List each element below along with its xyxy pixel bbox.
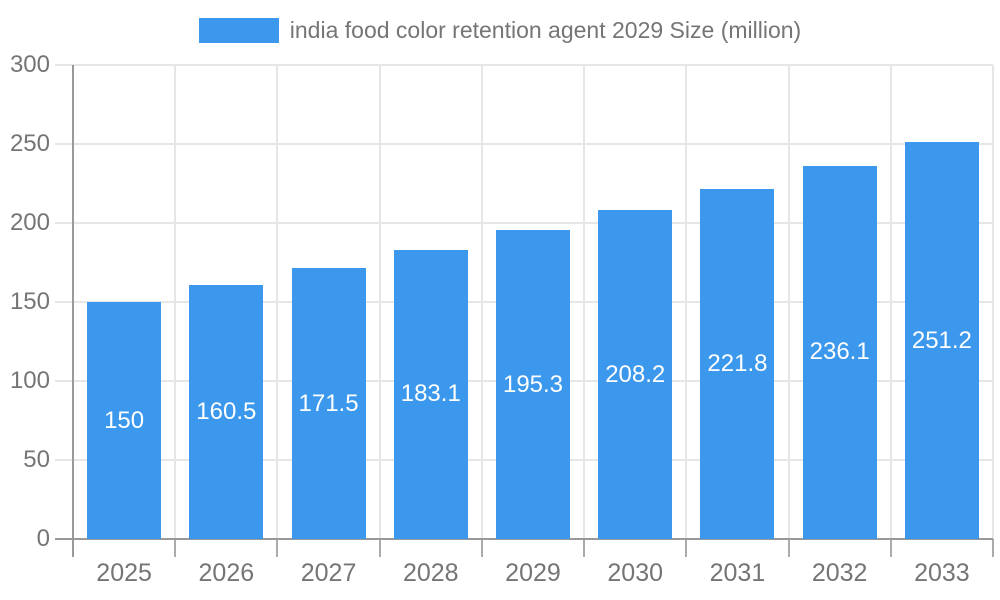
gridline-x-2 [276, 65, 279, 539]
y-axis-label-100: 100 [9, 367, 50, 394]
y-axis-label-50: 50 [23, 446, 50, 473]
bar-value-label-2032: 236.1 [809, 338, 870, 366]
gridline-x-3 [378, 65, 381, 539]
bar-2025[interactable]: 150 [87, 302, 162, 539]
gridline-x-5 [583, 65, 586, 539]
y-axis-label-200: 200 [9, 209, 50, 236]
bar-2026[interactable]: 160.5 [189, 285, 264, 539]
y-axis-label-150: 150 [9, 288, 50, 315]
gridline-x-4 [480, 65, 483, 539]
x-tick-8 [889, 539, 892, 557]
legend-swatch-icon [198, 17, 279, 43]
x-axis-label-2028: 2028 [402, 559, 459, 587]
gridline-y-200 [55, 222, 993, 224]
bar-2028[interactable]: 183.1 [393, 249, 468, 539]
x-tick-4 [480, 539, 483, 557]
y-axis-label-0: 0 [36, 525, 50, 552]
gridline-x-6 [685, 65, 688, 539]
x-axis-label-2030: 2030 [607, 559, 664, 587]
legend-item[interactable]: india food color retention agent 2029 Si… [0, 14, 1000, 46]
x-axis-label-2027: 2027 [300, 559, 357, 587]
x-tick-1 [174, 539, 177, 557]
x-axis-label-2033: 2033 [914, 559, 970, 587]
x-axis-line [55, 538, 993, 540]
gridline-x-8 [889, 65, 892, 539]
x-axis-label-2025: 2025 [96, 559, 152, 587]
bar-2032[interactable]: 236.1 [802, 165, 877, 539]
bar-2027[interactable]: 171.5 [291, 268, 366, 539]
x-tick-5 [583, 539, 586, 557]
x-tick-9 [992, 539, 994, 557]
bar-value-label-2026: 160.5 [196, 398, 257, 426]
gridline-x-1 [174, 65, 177, 539]
x-tick-3 [378, 539, 381, 557]
bar-value-label-2025: 150 [104, 406, 145, 434]
bar-value-label-2029: 195.3 [502, 370, 564, 398]
y-axis-label-250: 250 [9, 130, 50, 157]
bar-value-label-2033: 251.2 [911, 326, 972, 354]
gridline-y-300 [55, 64, 993, 66]
gridline-x-7 [787, 65, 790, 539]
x-axis-label-2031: 2031 [709, 559, 766, 587]
bar-2031[interactable]: 221.8 [700, 188, 775, 539]
bar-2030[interactable]: 208.2 [598, 210, 673, 539]
bar-value-label-2028: 183.1 [400, 380, 461, 408]
x-tick-2 [276, 539, 279, 557]
bar-value-label-2030: 208.2 [605, 360, 666, 388]
y-axis-line [72, 65, 74, 557]
legend-label: india food color retention agent 2029 Si… [289, 16, 802, 43]
x-axis-label-2029: 2029 [505, 559, 561, 587]
x-tick-7 [787, 539, 790, 557]
bar-2033[interactable]: 251.2 [904, 142, 979, 539]
gridline-x-9 [992, 65, 994, 539]
x-axis-label-2026: 2026 [198, 559, 255, 587]
x-axis-label-2032: 2032 [811, 559, 868, 587]
bar-value-label-2031: 221.8 [707, 349, 768, 377]
gridline-y-250 [55, 143, 993, 145]
bar-2029[interactable]: 195.3 [496, 230, 570, 539]
y-axis-label-300: 300 [9, 51, 50, 78]
x-tick-6 [685, 539, 688, 557]
bar-value-label-2027: 171.5 [298, 389, 359, 417]
